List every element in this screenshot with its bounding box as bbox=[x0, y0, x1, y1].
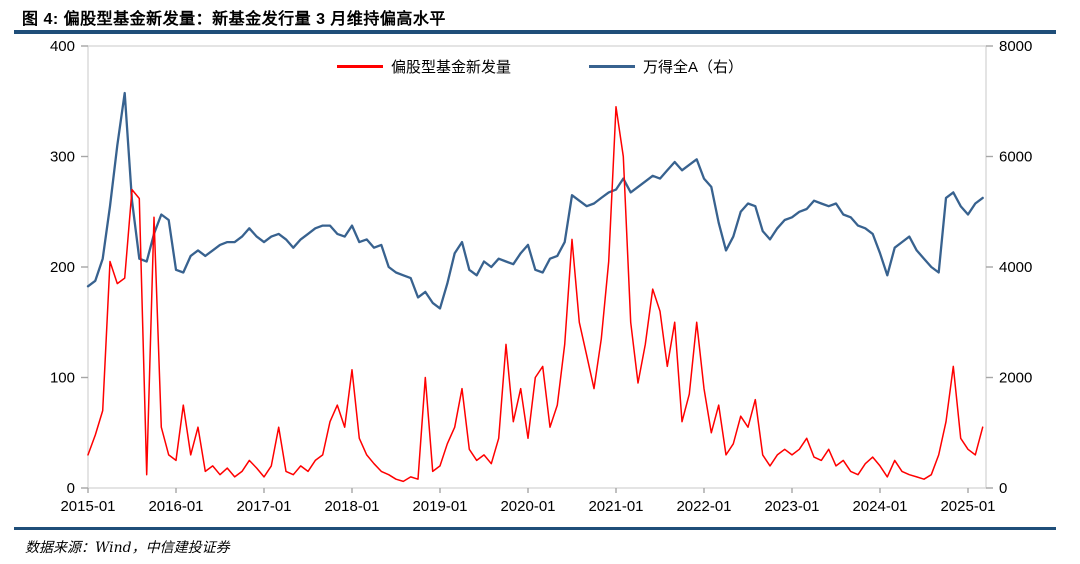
x-tick-label: 2020-01 bbox=[500, 498, 555, 515]
x-tick-label: 2025-01 bbox=[940, 498, 995, 515]
red-line-swatch bbox=[336, 65, 383, 68]
footer-divider-rule bbox=[14, 527, 1056, 530]
y-right-tick-label: 2000 bbox=[999, 370, 1032, 387]
data-source-note: 数据来源：Wind，中信建投证券 bbox=[25, 540, 230, 556]
y-right-tick-label: 8000 bbox=[999, 38, 1032, 55]
y-left-tick-label: 100 bbox=[50, 370, 75, 387]
y-right-tick-label: 4000 bbox=[999, 259, 1032, 276]
y-left-tick-label: 0 bbox=[67, 480, 75, 497]
fund-new-issuance-line bbox=[87, 106, 984, 483]
y-right-tick-label: 6000 bbox=[999, 149, 1032, 166]
x-tick-label: 2022-01 bbox=[676, 498, 731, 515]
figure-title: 图 4: 偏股型基金新发量：新基金发行量 3 月维持偏高水平 bbox=[22, 11, 446, 28]
x-tick-label: 2018-01 bbox=[324, 498, 379, 515]
x-tick-label: 2021-01 bbox=[588, 498, 643, 515]
x-tick-label: 2024-01 bbox=[852, 498, 907, 515]
wind-all-a-line bbox=[86, 91, 984, 310]
y-left-tick-label: 200 bbox=[50, 259, 75, 276]
y-right-tick-label: 0 bbox=[999, 480, 1007, 497]
x-tick-label: 2023-01 bbox=[764, 498, 819, 515]
y-left-tick-label: 300 bbox=[50, 149, 75, 166]
x-tick-label: 2017-01 bbox=[236, 498, 291, 515]
x-tick-label: 2015-01 bbox=[60, 498, 115, 515]
plot-border bbox=[87, 45, 987, 489]
legend-item-wind-all-a: 万得全A（右） bbox=[589, 56, 743, 77]
x-tick-label: 2019-01 bbox=[412, 498, 467, 515]
legend-item-fund-issuance: 偏股型基金新发量 bbox=[336, 56, 511, 77]
blue-line-swatch bbox=[589, 65, 635, 68]
x-tick-label: 2016-01 bbox=[148, 498, 203, 515]
chart-legend: 偏股型基金新发量 万得全A（右） bbox=[0, 56, 1080, 77]
legend-label-fund-issuance: 偏股型基金新发量 bbox=[390, 59, 511, 76]
y-left-tick-label: 400 bbox=[50, 38, 75, 55]
title-divider-rule bbox=[14, 30, 1056, 34]
legend-label-wind-all-a: 万得全A（右） bbox=[643, 59, 744, 76]
